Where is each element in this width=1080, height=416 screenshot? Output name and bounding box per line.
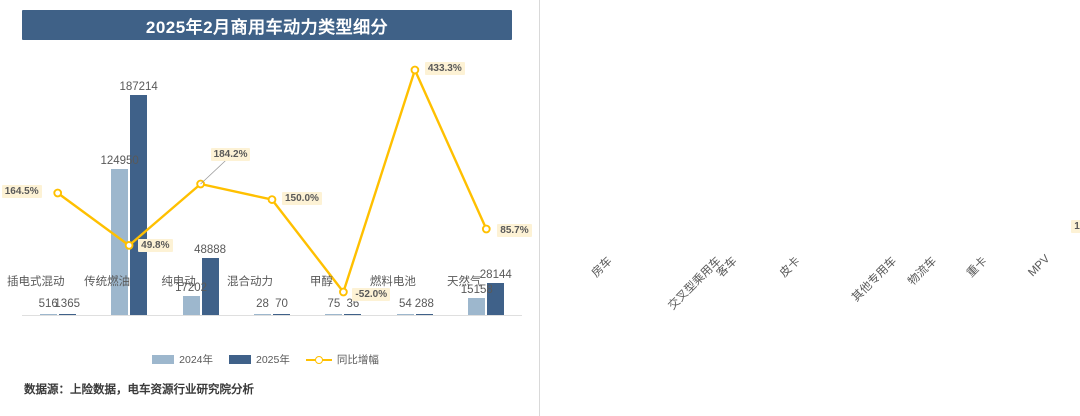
x-axis-tick-label: 房车 [590,255,615,280]
growth-pct-label: 433.3% [424,62,465,75]
x-axis-tick-label: 纯电动 [161,276,196,288]
source-note: 数据源：上险数据，电车资源行业研究院分析 [24,384,254,396]
x-axis-tick-label: 交叉型乘用车 [666,255,724,313]
bar-value-label-2024: 75 [327,298,341,310]
legend-label-2025: 2025年 [256,354,290,366]
x-axis-tick-label: 其他专用车 [850,255,900,305]
chart-title-powertrain: 2025年2月商用车动力类型细分 [145,17,389,37]
bar-2024 [468,298,486,316]
legend-item-2025[interactable]: 2025年 [229,352,290,367]
x-axis-vehicle-type: 房车 交叉型乘用车 客车 皮卡 其他专用车 物流车 重卡 MPV [540,249,1080,312]
x-axis-tick-label: 混合动力 [227,276,273,288]
legend-swatch-2025-icon [229,355,251,364]
x-axis-tick-label: 传统燃油 [84,276,131,288]
bar-value-label-2024: 516 [38,298,58,310]
x-axis-powertrain: 插电式混动 传统燃油 纯电动 混合动力 甲醇 燃料电池 天然气 [0,269,540,295]
axis-baseline [22,315,522,316]
legend-item-growth[interactable]: 同比增幅 [305,352,379,367]
growth-pct-label: 10.8% [1071,219,1080,233]
data-labels-powertrain: 516 1365 124950 187214 17202 48888 28 70 75 36 54 2… [1,48,532,316]
bar-value-label-2025: 48888 [194,244,227,257]
legend-swatch-2024-icon [152,355,175,364]
growth-pct-label: 85.7% [497,224,532,237]
legend-item-2024[interactable]: 2024年 [152,352,213,367]
bar-value-label-2025: 187214 [119,81,158,93]
x-axis-tick-label: 重卡 [965,255,990,280]
bar-2025 [487,282,505,316]
bar-value-label-2025: 288 [414,298,434,310]
legend-line-marker-icon [305,355,332,364]
bar-value-label-2025: 1365 [54,298,80,310]
bar-value-label-2025: 36 [346,298,360,310]
legend-label-growth: 同比增幅 [336,354,379,366]
legend-label-2024: 2024年 [179,354,213,366]
bar-value-label-2024: 54 [398,298,412,310]
chart-panel-vehicle-type: 2025年2月商用车车型细分 4354821478234268417737217… [540,0,1080,416]
growth-pct-label: 49.8% [138,239,173,253]
legend-powertrain: 2024年 2025年 同比增幅 [0,352,540,367]
bar-value-label-2025: 70 [275,298,288,310]
x-axis-tick-label: 插电式混动 [6,276,65,288]
x-axis-tick-label: 甲醇 [309,276,333,288]
x-axis-tick-label: 天然气 [447,276,482,288]
growth-pct-label: 184.2% [210,147,251,161]
growth-pct-label: -52.0% [352,288,391,301]
bar-2024 [182,295,200,316]
growth-pct-label: 164.5% [1,184,42,198]
x-axis-tick-label: 皮卡 [777,255,803,280]
chart-title-banner-powertrain: 2025年2月商用车动力类型细分 [22,10,512,40]
bar-value-label-2025: 28144 [479,268,512,281]
bar-value-label-2024: 15158 [460,284,493,297]
panel-divider [539,0,540,416]
bar-value-label-2024: 28 [256,298,269,310]
bar-value-label-2024: 17202 [175,281,208,294]
x-axis-tick-label: 物流车 [905,255,939,289]
growth-pct-label: 150.0% [282,191,322,205]
x-axis-tick-label: MPV [1026,253,1053,280]
chart-panel-powertrain: 2025年2月商用车动力类型细分 516 1365 124950 187214 1720… [0,10,540,396]
bar-value-label-2024: 124950 [100,154,139,167]
x-axis-tick-label: 燃料电池 [369,276,416,288]
